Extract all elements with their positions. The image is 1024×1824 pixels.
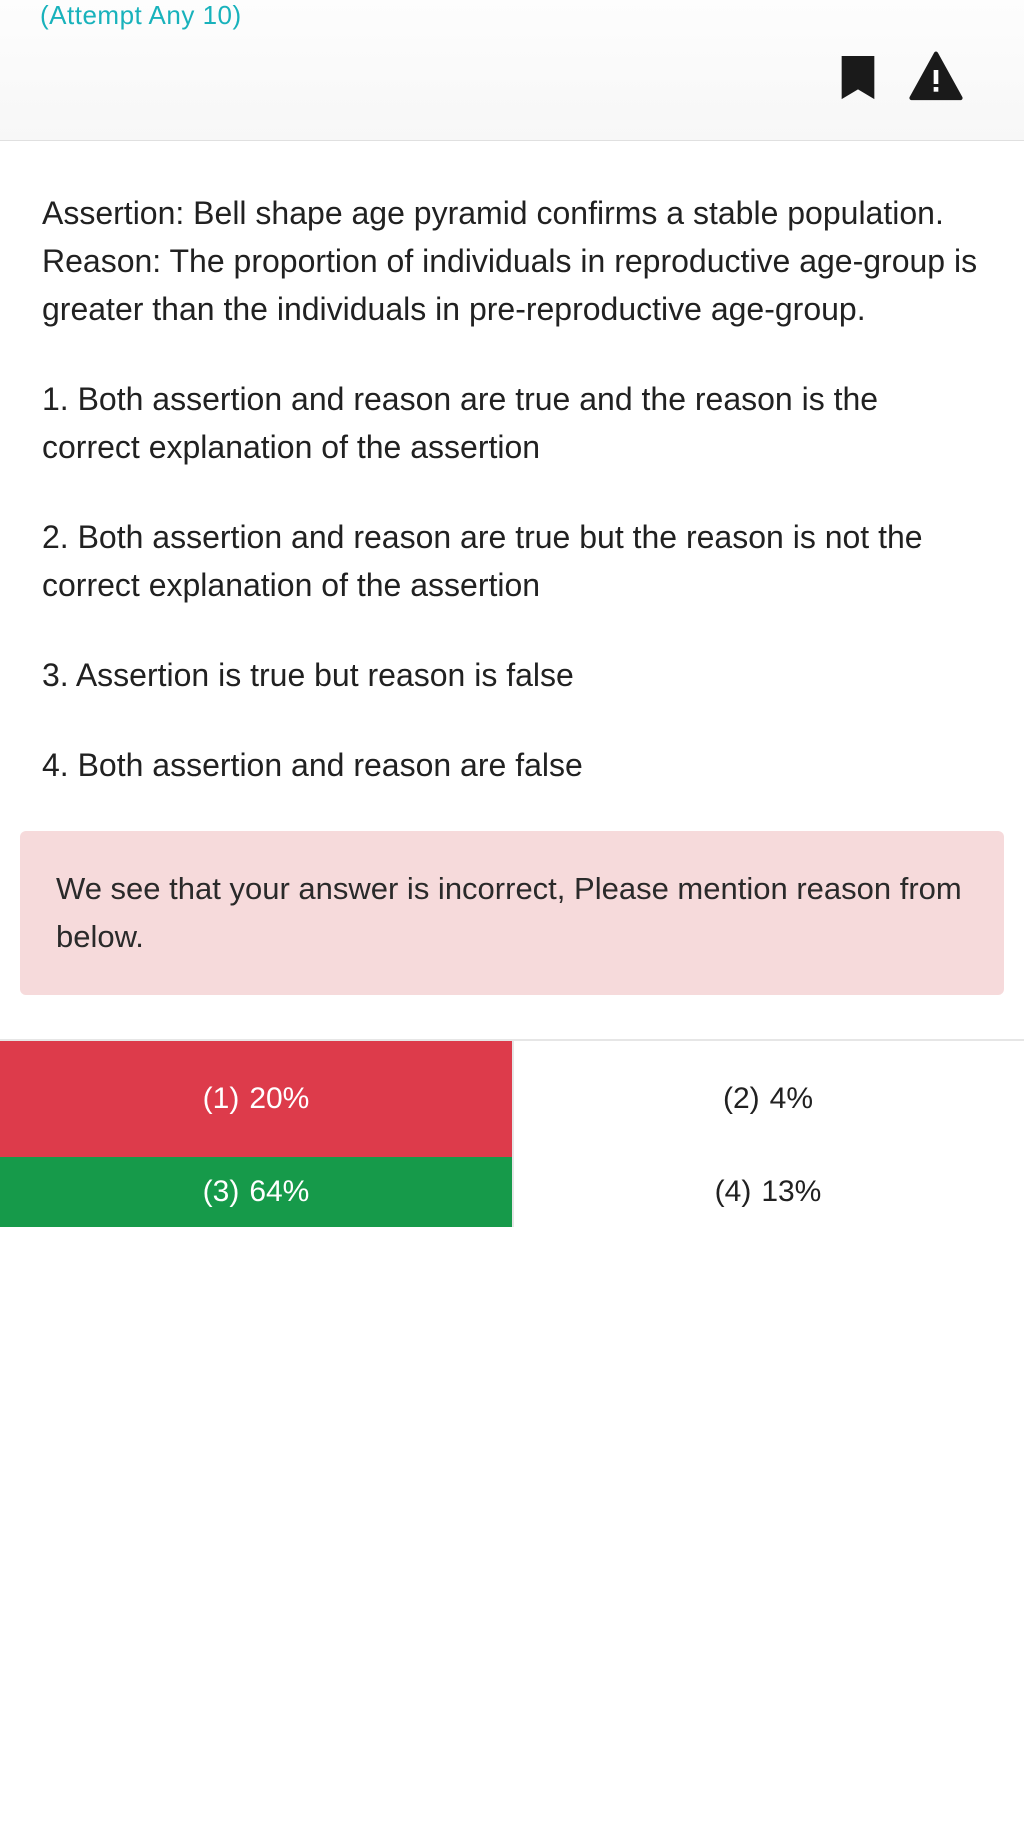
option-text: Both assertion and reason are true but t… (42, 519, 923, 603)
header-icons (40, 49, 984, 110)
assertion-text: Bell shape age pyramid confirms a stable… (193, 195, 944, 231)
option-text: Both assertion and reason are false (78, 747, 583, 783)
option-text: Assertion is true but reason is false (76, 657, 574, 693)
stat-cell-3[interactable]: (3) 64% (0, 1157, 512, 1227)
option-4[interactable]: 4. Both assertion and reason are false (42, 741, 982, 789)
assertion-label: Assertion: (42, 195, 184, 231)
option-number: 4. (42, 747, 69, 783)
assertion-reason-block: Assertion: Bell shape age pyramid confir… (42, 189, 982, 333)
stat-label: (1) (203, 1082, 240, 1116)
stat-value: 13% (761, 1175, 821, 1209)
attempt-label: (Attempt Any 10) (40, 0, 984, 31)
question-content: Assertion: Bell shape age pyramid confir… (0, 141, 1024, 789)
answer-stats: (1) 20% (2) 4% (3) 64% (4) 13% (0, 1039, 1024, 1227)
stat-label: (2) (723, 1082, 760, 1116)
stat-cell-4[interactable]: (4) 13% (512, 1157, 1024, 1227)
stat-value: 64% (249, 1175, 309, 1209)
reason-label: Reason: (42, 243, 161, 279)
reason-text: The proportion of individuals in reprodu… (42, 243, 977, 327)
stat-label: (4) (715, 1175, 752, 1209)
stat-label: (3) (203, 1175, 240, 1209)
option-text: Both assertion and reason are true and t… (42, 381, 878, 465)
stat-cell-2[interactable]: (2) 4% (512, 1041, 1024, 1157)
stat-cell-1[interactable]: (1) 20% (0, 1041, 512, 1157)
header: (Attempt Any 10) (0, 0, 1024, 141)
option-number: 2. (42, 519, 69, 555)
stat-value: 20% (249, 1082, 309, 1116)
feedback-message: We see that your answer is incorrect, Pl… (20, 831, 1004, 995)
report-warning-icon[interactable] (908, 49, 964, 110)
bookmark-icon[interactable] (830, 49, 886, 110)
question-text: Assertion: Bell shape age pyramid confir… (42, 189, 982, 333)
stat-value: 4% (770, 1082, 813, 1116)
option-2[interactable]: 2. Both assertion and reason are true bu… (42, 513, 982, 609)
option-3[interactable]: 3. Assertion is true but reason is false (42, 651, 982, 699)
options-list: 1. Both assertion and reason are true an… (42, 375, 982, 789)
option-number: 3. (42, 657, 69, 693)
option-number: 1. (42, 381, 69, 417)
option-1[interactable]: 1. Both assertion and reason are true an… (42, 375, 982, 471)
